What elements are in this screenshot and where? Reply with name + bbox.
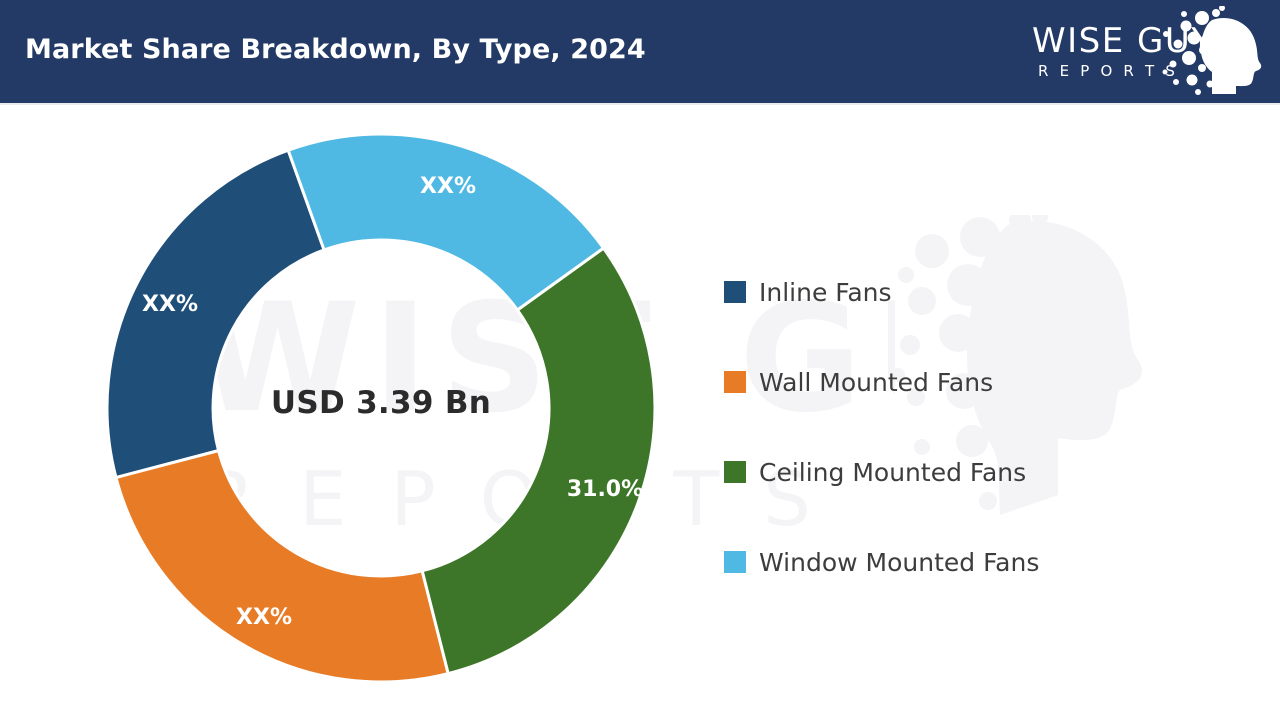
donut-slice-label: XX% bbox=[236, 605, 292, 630]
donut-slice[interactable] bbox=[105, 148, 327, 480]
donut-chart: XX% XX% 31.0% XX% bbox=[105, 132, 657, 684]
legend-item-inline-fans[interactable]: Inline Fans bbox=[724, 247, 1144, 337]
page-title: Market Share Breakdown, By Type, 2024 bbox=[25, 34, 646, 65]
logo-subwordmark: R E P O R T S bbox=[1038, 62, 1178, 80]
legend-item-window-mounted-fans[interactable]: Window Mounted Fans bbox=[724, 517, 1144, 607]
legend-label: Window Mounted Fans bbox=[759, 547, 1040, 577]
legend-item-ceiling-mounted-fans[interactable]: Ceiling Mounted Fans bbox=[724, 427, 1144, 517]
legend-swatch-icon bbox=[724, 551, 746, 573]
logo-head-icon bbox=[1162, 6, 1262, 95]
donut-slice-labels: XX% XX% 31.0% XX% bbox=[142, 174, 643, 630]
legend-label: Ceiling Mounted Fans bbox=[759, 457, 1027, 487]
donut-slice[interactable] bbox=[286, 132, 606, 313]
donut-center-value: USD 3.39 Bn bbox=[270, 385, 492, 421]
chart-legend: Inline Fans Wall Mounted Fans Ceiling Mo… bbox=[724, 247, 1144, 607]
donut-slice[interactable] bbox=[420, 246, 657, 676]
donut-slices bbox=[105, 132, 657, 684]
legend-label: Inline Fans bbox=[759, 277, 892, 307]
donut-slice[interactable] bbox=[114, 448, 451, 684]
donut-slice-label: XX% bbox=[420, 174, 476, 199]
legend-swatch-icon bbox=[724, 371, 746, 393]
wise-guy-reports-logo: WISE GUY R E P O R T S bbox=[1032, 6, 1262, 95]
header-divider bbox=[0, 103, 1280, 105]
legend-item-wall-mounted-fans[interactable]: Wall Mounted Fans bbox=[724, 337, 1144, 427]
legend-swatch-icon bbox=[724, 461, 746, 483]
legend-swatch-icon bbox=[724, 281, 746, 303]
legend-label: Wall Mounted Fans bbox=[759, 367, 994, 397]
donut-slice-label: XX% bbox=[142, 292, 198, 317]
donut-slice-label: 31.0% bbox=[567, 477, 643, 502]
header-band bbox=[0, 0, 1280, 103]
